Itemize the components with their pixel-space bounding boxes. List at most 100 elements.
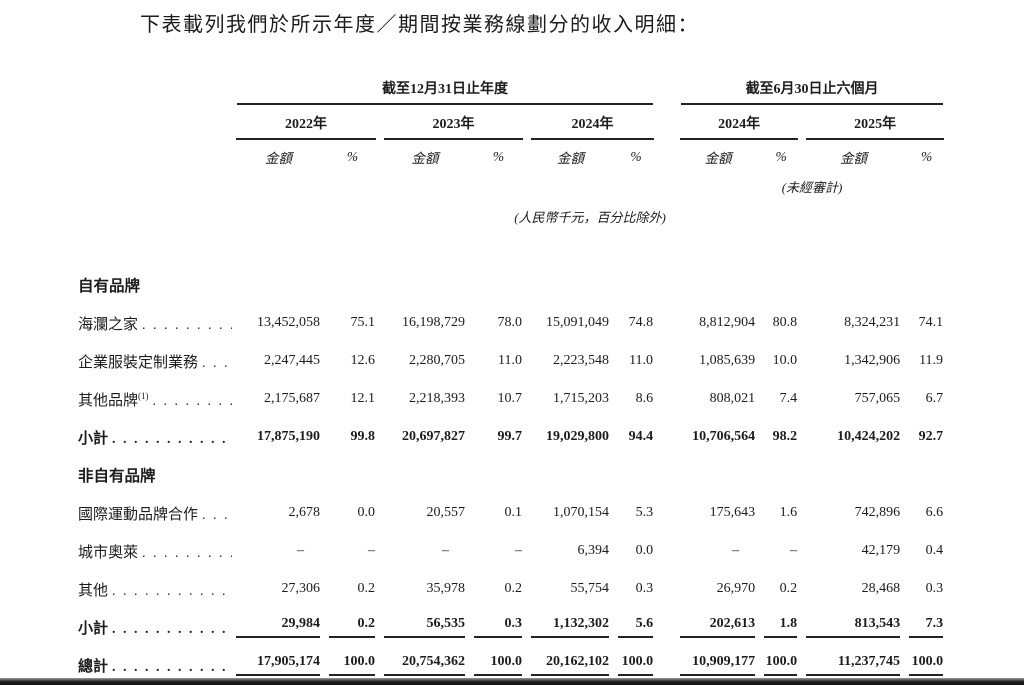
amount-cell: 2,247,445 — [264, 353, 320, 368]
percent-cell: 1.6 — [779, 505, 798, 520]
amount-header: 金額 — [704, 150, 732, 166]
percent-cell: 78.0 — [497, 315, 523, 330]
amount-cell: 56,535 — [380, 608, 470, 646]
row-label: 城市奧萊 — [75, 532, 232, 570]
percent-cell: 12.6 — [350, 353, 376, 368]
dot-leader — [153, 393, 232, 410]
amount-cell: 55,754 — [570, 581, 610, 596]
percent-cell: – — [790, 543, 798, 558]
amount-cell: 26,970 — [716, 581, 756, 596]
table-row: 小計 17,875,190 99.8 20,697,827 99.7 19,029,800… — [75, 418, 948, 456]
amount-cell: 2,678 — [288, 505, 321, 520]
amount-cell: 42,179 — [861, 543, 901, 558]
dot-leader — [112, 431, 232, 448]
table-row: 其他品牌(1) 2,175,687 12.1 2,218,393 10.7 1,715,2… — [75, 380, 948, 418]
percent-cell: 7.4 — [779, 391, 798, 406]
percent-cell: – — [368, 543, 375, 558]
percent-cell: 0.2 — [357, 581, 376, 596]
amount-cell: 808,021 — [709, 391, 756, 406]
amount-cell: 2,175,687 — [264, 391, 320, 406]
unit-note-row: (人民幣千元，百分比除外) — [75, 200, 948, 233]
dot-leader — [112, 621, 232, 638]
percent-cell: 0.3 — [925, 581, 944, 596]
percent-cell: 0.1 — [504, 505, 523, 520]
table-row: 企業服裝定制業務 2,247,445 12.6 2,280,705 11.0 2,223,… — [75, 342, 948, 380]
revenue-table: 截至12月31日止年度 截至6月30日止六個月 2022年 2023年 2024… — [75, 78, 948, 684]
amount-cell: 35,978 — [426, 581, 466, 596]
row-label: 其他品牌(1) — [75, 380, 232, 418]
table-row: 非自有品牌 — [75, 456, 948, 494]
percent-cell: 0.2 — [779, 581, 798, 596]
year-2023: 2023年 — [380, 105, 527, 140]
amount-cell: 2,280,705 — [409, 353, 465, 368]
amount-cell: 10,424,202 — [837, 429, 901, 444]
row-label: 海瀾之家 — [75, 304, 232, 342]
unaudited-note: (未經審計) — [781, 180, 843, 195]
row-label: 企業服裝定制業務 — [75, 342, 232, 380]
amount-cell: – — [297, 543, 304, 558]
amount-cell: 1,070,154 — [553, 505, 609, 520]
percent-cell: 0.0 — [635, 543, 654, 558]
percent-cell: 11.9 — [919, 353, 944, 368]
percent-cell: – — [515, 543, 522, 558]
year-header-row: 2022年 2023年 2024年 2024年 2025年 — [75, 105, 948, 140]
percent-cell: 12.1 — [350, 391, 376, 406]
percent-cell: 98.2 — [772, 429, 798, 444]
amount-cell: 20,557 — [426, 505, 466, 520]
year-2022: 2022年 — [232, 105, 380, 140]
unaudited-row: (未經審計) — [75, 173, 948, 200]
table-row: 城市奧萊 – – – – 6,394 0.0 – – 42,179 0.4 — [75, 532, 948, 570]
dot-leader — [202, 507, 232, 524]
percent-cell: 75.1 — [350, 315, 376, 330]
amount-cell: 17,875,190 — [257, 429, 320, 444]
amount-cell: 6,394 — [577, 543, 610, 558]
amount-cell: 8,324,231 — [844, 315, 901, 330]
percent-cell: 74.8 — [628, 315, 654, 330]
percent-cell: 0.0 — [357, 505, 376, 520]
amount-cell: 19,029,800 — [546, 429, 609, 444]
group-interim-label: 截至6月30日止六個月 — [681, 78, 944, 105]
percent-cell: 0.2 — [504, 581, 523, 596]
dot-leader — [142, 317, 232, 334]
table-row: 海瀾之家 13,452,058 75.1 16,198,729 78.0 15,091,0… — [75, 304, 948, 342]
amount-cell: – — [442, 543, 449, 558]
amount-cell: – — [732, 543, 740, 558]
year-2025-h1: 2025年 — [802, 105, 948, 140]
dot-leader — [112, 583, 232, 600]
unit-note: (人民幣千元，百分比除外) — [514, 210, 666, 225]
percent-cell: 8.6 — [635, 391, 654, 406]
table-row: 自有品牌 — [75, 266, 948, 304]
row-label: 總計 — [75, 646, 232, 684]
amount-cell: 27,306 — [281, 581, 321, 596]
percent-cell: 0.2 — [325, 608, 380, 646]
percent-cell: 0.4 — [925, 543, 944, 558]
percent-cell: 5.6 — [614, 608, 658, 646]
percent-cell: 0.3 — [635, 581, 654, 596]
percent-cell: 94.4 — [628, 429, 654, 444]
table-row: 其他 27,306 0.2 35,978 0.2 55,754 0.3 26,970 0.2 28… — [75, 570, 948, 608]
percent-header: % — [492, 148, 505, 164]
percent-header: % — [630, 148, 642, 164]
percent-cell: 80.8 — [772, 315, 798, 330]
row-label: 非自有品牌 — [78, 468, 156, 485]
amount-header: 金額 — [557, 150, 584, 166]
period-group-row: 截至12月31日止年度 截至6月30日止六個月 — [75, 78, 948, 105]
percent-cell: 11.0 — [498, 353, 522, 368]
percent-header: % — [346, 148, 359, 164]
amount-cell: 1,715,203 — [553, 391, 609, 406]
percent-cell: 7.3 — [905, 608, 948, 646]
row-label: 其他 — [75, 570, 232, 608]
row-label: 國際運動品牌合作 — [75, 494, 232, 532]
amount-cell: 8,812,904 — [699, 315, 756, 330]
amount-cell: 742,896 — [854, 505, 901, 520]
percent-cell: 6.7 — [925, 391, 944, 406]
amount-cell: 2,218,393 — [409, 391, 465, 406]
amount-header: 金額 — [411, 150, 439, 166]
amount-cell: 757,065 — [854, 391, 901, 406]
percent-cell: 99.8 — [350, 429, 376, 444]
amount-cell: 20,697,827 — [402, 429, 465, 444]
percent-cell: 1.8 — [760, 608, 802, 646]
